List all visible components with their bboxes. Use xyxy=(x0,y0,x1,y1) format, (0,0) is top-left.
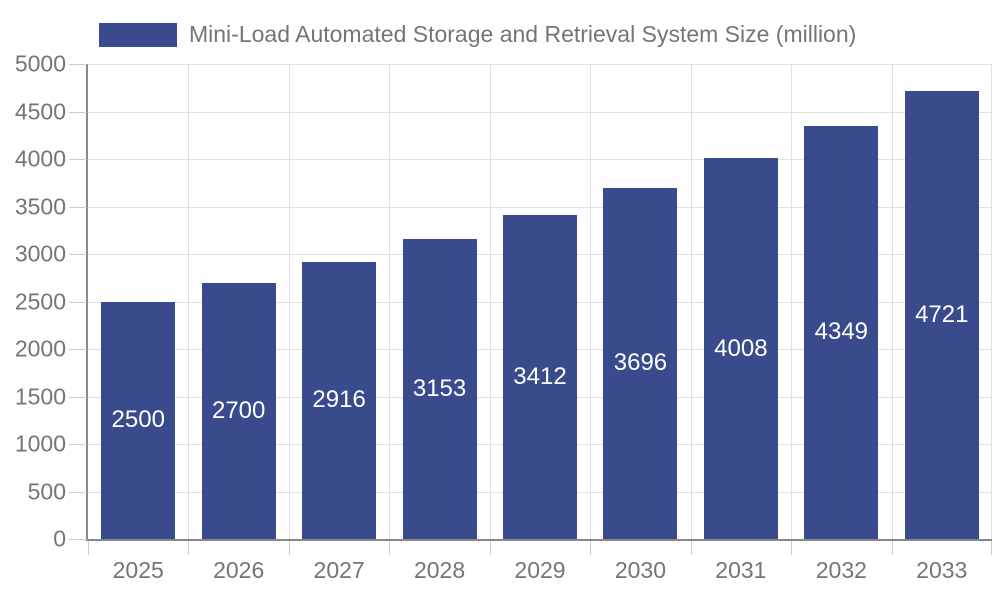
x-axis-tick-label: 2030 xyxy=(614,557,667,583)
y-axis-tick-label: 500 xyxy=(27,478,66,504)
bar-value-label: 2916 xyxy=(312,386,366,414)
y-axis-tick xyxy=(69,159,87,160)
y-axis-tick-label: 4000 xyxy=(14,145,66,172)
x-axis-tick-label: 2026 xyxy=(213,557,265,583)
legend[interactable]: Mini-Load Automated Storage and Retrieva… xyxy=(99,21,856,48)
bar-value-label: 4349 xyxy=(814,318,869,346)
y-axis-tick xyxy=(69,349,87,350)
y-axis-tick-label: 4500 xyxy=(14,98,66,124)
bar[interactable]: 3412 xyxy=(503,214,577,539)
x-axis-tick xyxy=(489,541,491,555)
gridline-vertical xyxy=(991,64,992,539)
x-axis-tick-label: 2031 xyxy=(715,557,767,583)
y-axis-tick xyxy=(69,111,87,113)
bar-value-label: 2700 xyxy=(211,396,266,424)
bar[interactable]: 3153 xyxy=(402,239,477,539)
x-axis-tick-label: 2032 xyxy=(815,557,867,583)
x-axis-tick-label: 2028 xyxy=(413,557,466,583)
bar-value-label: 4008 xyxy=(714,334,768,362)
bar[interactable]: 4008 xyxy=(703,158,778,539)
y-axis-tick xyxy=(69,444,87,445)
x-axis-tick xyxy=(891,541,893,555)
gridline-vertical xyxy=(690,64,692,539)
y-axis-tick xyxy=(69,64,87,65)
bar[interactable]: 2700 xyxy=(201,282,276,539)
gridline-horizontal xyxy=(88,111,992,113)
gridline-vertical xyxy=(891,64,893,539)
y-axis-tick-label: 3500 xyxy=(14,193,66,219)
y-axis-tick xyxy=(69,539,87,540)
x-axis-tick xyxy=(188,541,190,555)
gridline-vertical xyxy=(791,64,793,539)
x-axis-tick xyxy=(288,541,290,555)
y-axis-tick xyxy=(69,396,87,398)
y-axis-tick-label: 1500 xyxy=(14,383,66,409)
bar-value-label: 3153 xyxy=(412,375,467,403)
x-axis-tick xyxy=(791,541,793,555)
x-axis-tick xyxy=(590,541,592,555)
bar[interactable]: 2916 xyxy=(302,261,377,539)
y-axis-tick xyxy=(69,254,87,255)
gridline-horizontal xyxy=(88,206,992,208)
bar[interactable]: 2500 xyxy=(101,301,176,539)
y-axis-tick-label: 2000 xyxy=(14,335,66,362)
bar[interactable]: 3696 xyxy=(603,187,678,539)
bar[interactable]: 4721 xyxy=(904,90,979,539)
plot-area: 0 500 1000 1500 2000 2500 3000 3500 4000 4500 5000… xyxy=(15,51,992,583)
legend-swatch xyxy=(99,22,177,47)
x-axis-tick xyxy=(991,541,992,555)
x-axis-tick-label: 2029 xyxy=(514,557,566,583)
x-axis-tick-label: 2033 xyxy=(916,557,968,583)
gridline-vertical xyxy=(188,64,190,539)
bar-value-label: 3696 xyxy=(613,349,668,377)
y-axis-tick-label: 0 xyxy=(53,525,66,552)
bar-value-label: 3412 xyxy=(513,362,567,390)
gridline-horizontal xyxy=(88,159,992,160)
y-axis-tick xyxy=(69,491,87,493)
gridline-vertical xyxy=(288,64,290,539)
gridline-vertical xyxy=(389,64,391,539)
x-axis-tick-label: 2027 xyxy=(313,557,365,583)
bar-value-label: 2500 xyxy=(111,406,165,434)
x-axis-tick-label: 2025 xyxy=(112,557,164,583)
bar[interactable]: 4349 xyxy=(804,125,879,539)
y-axis-tick xyxy=(69,301,87,303)
gridline-vertical xyxy=(590,64,592,539)
x-axis-tick xyxy=(690,541,692,555)
y-axis-line xyxy=(86,64,88,541)
y-axis-tick-label: 3000 xyxy=(14,240,66,267)
bar-value-label: 4721 xyxy=(915,300,969,328)
x-axis-tick xyxy=(389,541,391,555)
y-axis-tick xyxy=(69,206,87,208)
y-axis-tick-label: 2500 xyxy=(14,288,66,314)
gridline-horizontal xyxy=(88,64,992,65)
y-axis-tick-label: 1000 xyxy=(14,430,66,457)
legend-label: Mini-Load Automated Storage and Retrieva… xyxy=(189,21,857,47)
gridline-vertical xyxy=(489,64,491,539)
x-axis-line xyxy=(86,539,992,541)
x-axis-tick xyxy=(88,541,89,555)
y-axis-tick-label: 5000 xyxy=(14,50,66,77)
